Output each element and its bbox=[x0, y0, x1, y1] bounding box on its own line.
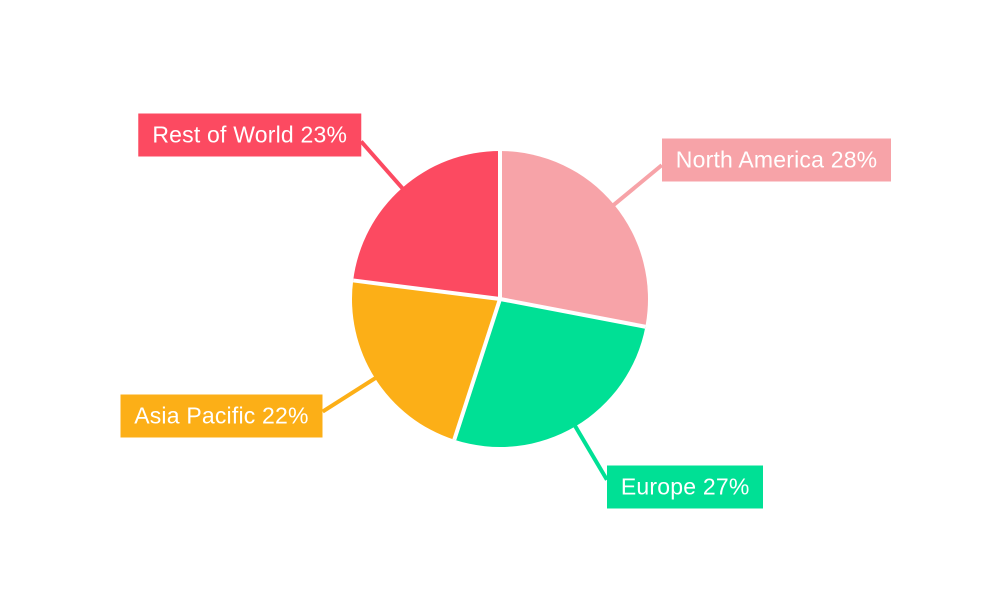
leader-line-asia-pacific bbox=[321, 374, 380, 414]
slice-label-north-america: North America 28% bbox=[661, 138, 892, 182]
slice-label-rest-of-world: Rest of World 23% bbox=[138, 113, 362, 157]
leader-line-rest-of-world bbox=[359, 140, 407, 193]
pie-slice-asia-pacific bbox=[352, 280, 500, 440]
pie-slice-europe bbox=[454, 299, 646, 448]
pie-slice-rest-of-world bbox=[353, 151, 500, 299]
pie-slice-north-america bbox=[500, 151, 649, 327]
slice-separator bbox=[352, 278, 501, 301]
slice-label-europe: Europe 27% bbox=[606, 465, 764, 509]
slice-label-asia-pacific: Asia Pacific 22% bbox=[120, 394, 323, 438]
slice-separator bbox=[452, 298, 502, 441]
leader-line-europe bbox=[571, 421, 609, 481]
leader-line-north-america bbox=[609, 163, 664, 209]
slice-separator bbox=[499, 297, 646, 329]
